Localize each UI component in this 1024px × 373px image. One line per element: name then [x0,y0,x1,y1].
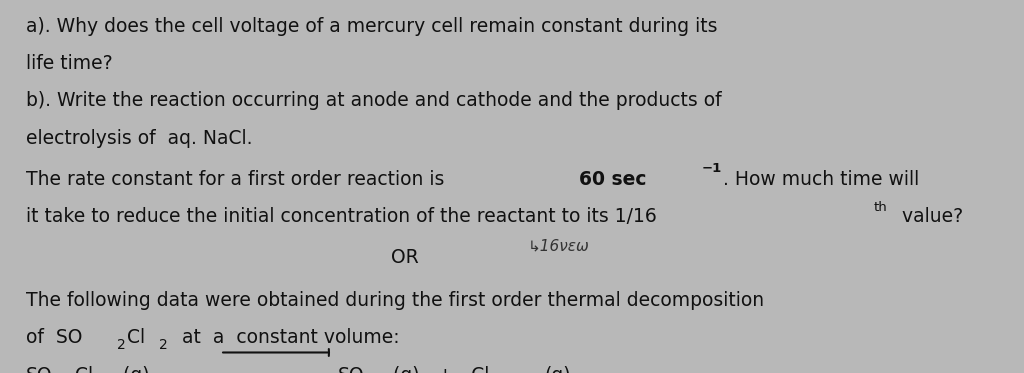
Text: (g): (g) [117,366,150,373]
Text: . How much time will: . How much time will [723,170,920,189]
Text: electrolysis of  aq. NaCl.: electrolysis of aq. NaCl. [26,129,252,148]
Text: 60 sec: 60 sec [579,170,646,189]
Text: life time?: life time? [26,54,113,73]
Text: a). Why does the cell voltage of a mercury cell remain constant during its: a). Why does the cell voltage of a mercu… [26,17,717,36]
Text: Cl: Cl [127,328,145,347]
Text: −1: −1 [701,162,722,175]
Text: (g): (g) [545,366,571,373]
Text: SO: SO [26,366,52,373]
Text: of  SO: of SO [26,328,82,347]
Text: b). Write the reaction occurring at anode and cathode and the products of: b). Write the reaction occurring at anod… [26,91,721,110]
Text: th: th [873,201,887,214]
Text: 2: 2 [159,338,168,352]
Text: at  a  constant volume:: at a constant volume: [170,328,399,347]
Text: ↳16νεω: ↳16νεω [527,239,589,254]
Text: 2: 2 [117,338,126,352]
Text: The following data were obtained during the first order thermal decomposition: The following data were obtained during … [26,291,764,310]
Text: value?: value? [896,207,964,226]
Text: Cl: Cl [75,366,93,373]
Text: OR: OR [390,248,419,267]
Text: SO: SO [338,366,365,373]
Text: The rate constant for a first order reaction is: The rate constant for a first order reac… [26,170,450,189]
Text: it take to reduce the initial concentration of the reactant to its 1/16: it take to reduce the initial concentrat… [26,207,656,226]
Text: (g)   +   Cl: (g) + Cl [387,366,489,373]
